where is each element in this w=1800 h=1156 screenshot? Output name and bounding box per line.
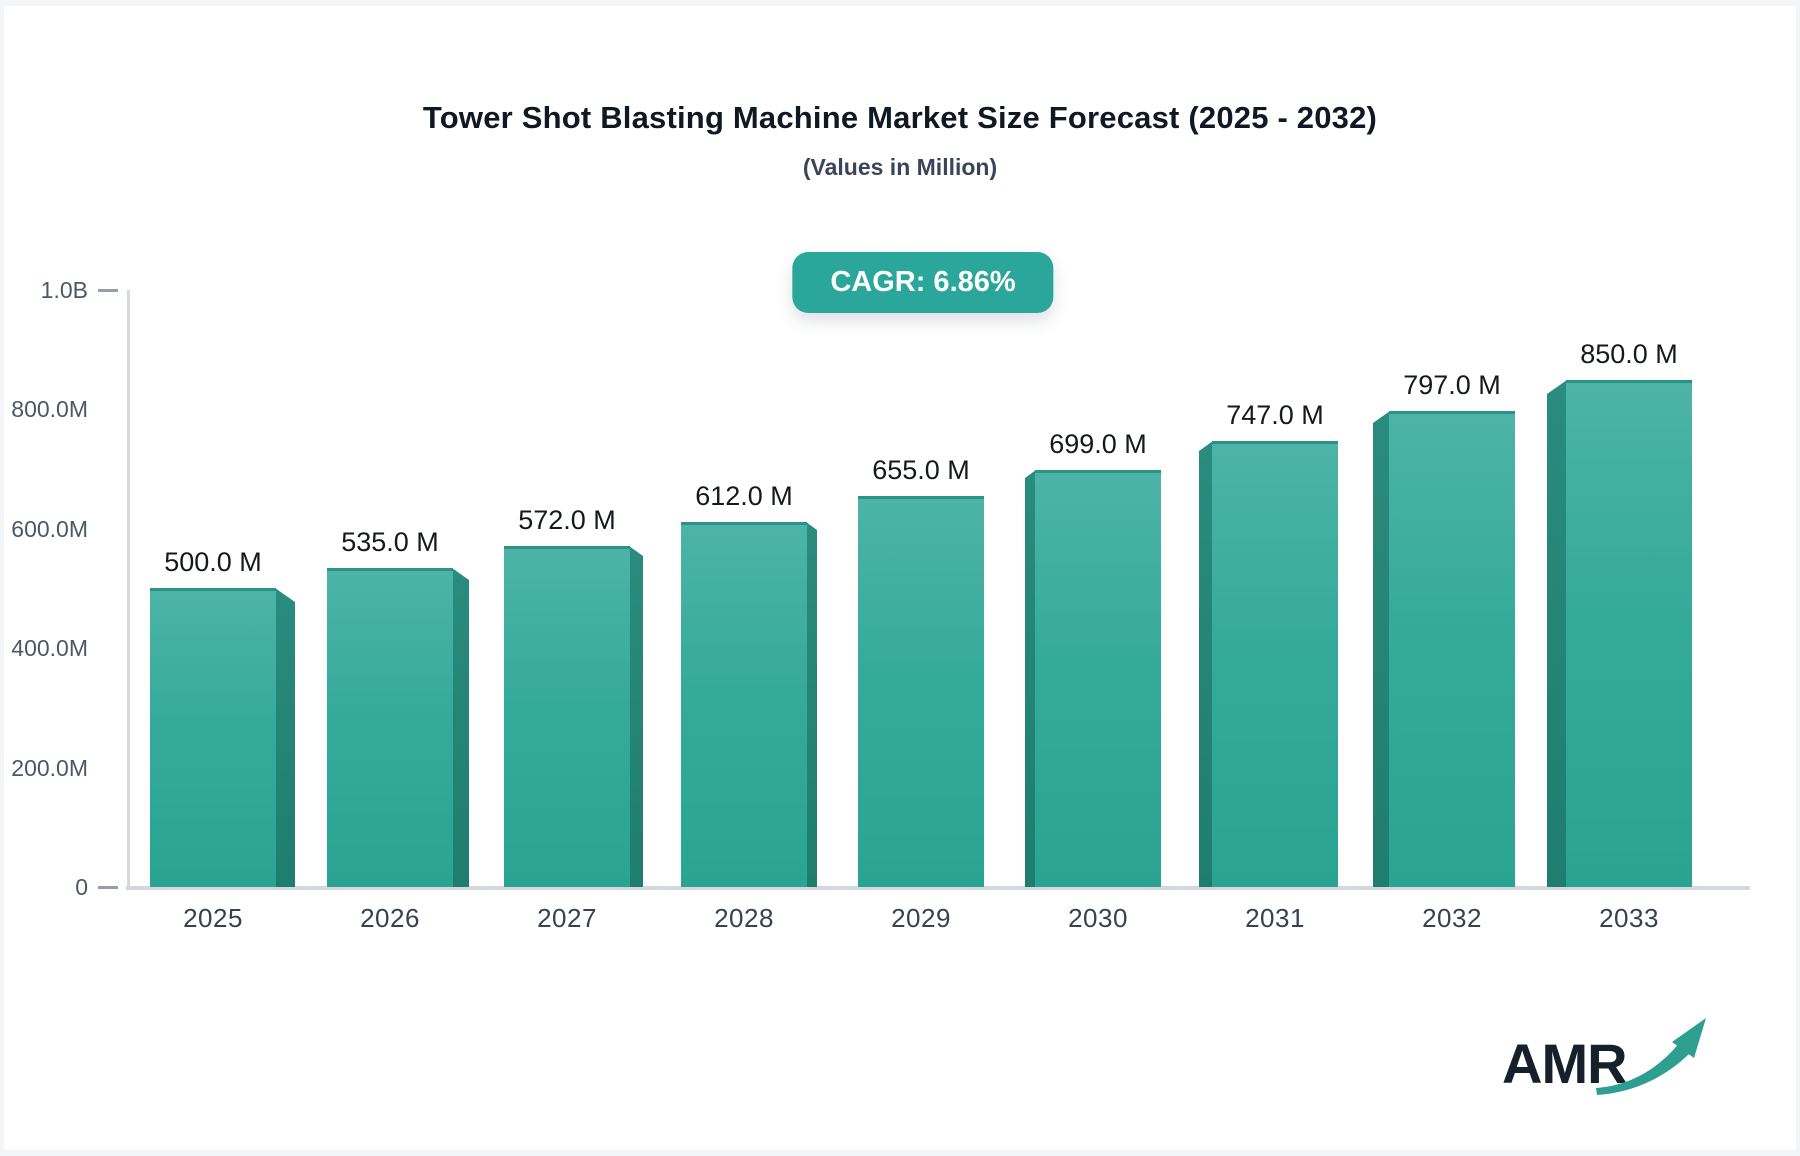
y-tick-label-200.0M: 200.0M: [11, 754, 88, 781]
bar-value-label-2027: 572.0 M: [518, 505, 616, 535]
bar-2032: [1389, 411, 1515, 887]
growth-arrow-icon: [1596, 1018, 1706, 1095]
bar-value-label-2032: 797.0 M: [1403, 370, 1501, 400]
bar-2028: [681, 522, 807, 887]
x-tick-label-2028: 2028: [714, 903, 774, 933]
bar-side-2032: [1373, 411, 1390, 887]
x-tick-label-2031: 2031: [1245, 903, 1305, 933]
y-tick-label-800.0M: 800.0M: [11, 396, 88, 423]
y-tick-label-600.0M: 600.0M: [11, 515, 88, 542]
x-tick-label-2027: 2027: [537, 903, 597, 933]
x-tick-label-2026: 2026: [360, 903, 420, 933]
bar-value-label-2029: 655.0 M: [872, 455, 970, 485]
bar-2026: [327, 568, 453, 887]
bar-2031: [1212, 441, 1338, 887]
x-tick-label-2029: 2029: [891, 903, 951, 933]
x-axis-line: [126, 886, 1750, 890]
y-tick-label-400.0M: 400.0M: [11, 635, 88, 662]
bar-value-label-2026: 535.0 M: [341, 527, 439, 557]
bar-side-2026: [452, 568, 469, 887]
bar-2033: [1566, 380, 1692, 887]
y-axis-line: [127, 290, 130, 888]
x-tick-label-2025: 2025: [183, 903, 243, 933]
bar-side-2027: [629, 546, 643, 887]
bar-side-2033: [1547, 380, 1567, 887]
y-tick-dash: [98, 886, 118, 889]
bar-side-2025: [275, 588, 295, 887]
bar-value-label-2033: 850.0 M: [1580, 339, 1678, 369]
amr-logo: AMR: [1502, 1018, 1712, 1098]
chart-subtitle: (Values in Million): [802, 154, 998, 180]
x-tick-label-2030: 2030: [1068, 903, 1128, 933]
chart-card: Tower Shot Blasting Machine Market Size …: [4, 6, 1796, 1150]
y-tick-label-0: 0: [75, 874, 88, 900]
bar-value-label-2030: 699.0 M: [1049, 429, 1147, 459]
bar-2025: [150, 588, 276, 887]
bar-2029: [858, 496, 984, 887]
bar-value-label-2031: 747.0 M: [1226, 400, 1324, 430]
bar-side-2028: [806, 522, 817, 887]
cagr-badge: CAGR: 6.86%: [792, 252, 1054, 313]
x-tick-label-2032: 2032: [1422, 903, 1482, 933]
y-tick-label-1.0B: 1.0B: [40, 277, 88, 303]
bar-value-label-2025: 500.0 M: [164, 547, 262, 577]
bar-side-2030: [1025, 470, 1036, 887]
chart-title: Tower Shot Blasting Machine Market Size …: [422, 100, 1378, 135]
arrow-swoosh: [1596, 1042, 1690, 1095]
bar-2030: [1035, 470, 1161, 887]
x-tick-label-2033: 2033: [1599, 903, 1659, 933]
bar-side-2031: [1199, 441, 1213, 887]
arrow-head: [1672, 1018, 1706, 1058]
y-tick-dash: [98, 289, 118, 292]
bar-value-label-2028: 612.0 M: [695, 481, 793, 511]
bar-2027: [504, 546, 630, 887]
amr-logo-text: AMR: [1502, 1032, 1628, 1095]
